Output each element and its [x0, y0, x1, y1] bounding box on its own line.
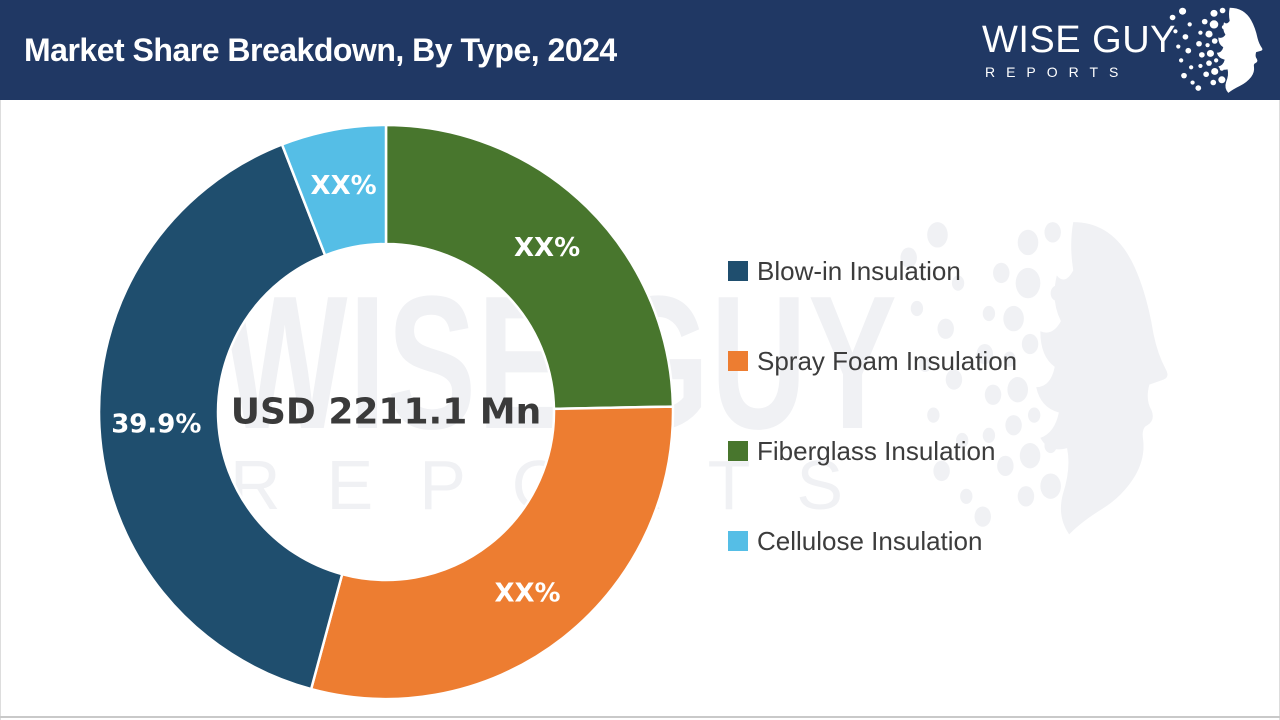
- donut-center-label: USD 2211.1 Mn: [231, 392, 541, 433]
- slice-value-label-blow-in-insulation: 39.9%: [111, 409, 201, 439]
- logo-wordmark: WISE GUY: [981, 18, 1176, 61]
- legend-item-fiberglass-insulation: Fiberglass Insulation: [728, 436, 1017, 466]
- legend-label: Fiberglass Insulation: [757, 436, 996, 466]
- legend-label: Cellulose Insulation: [757, 526, 983, 556]
- legend-label: Blow-in Insulation: [757, 256, 961, 286]
- donut-segment-cellulose-insulation: [280, 123, 388, 257]
- chart-legend: Blow-in Insulation Spray Foam Insulation F…: [728, 256, 1017, 616]
- logo-face-icon: [1169, 7, 1263, 93]
- header-bar: Market Share Breakdown, By Type, 2024 WI…: [0, 0, 1280, 100]
- legend-swatch-fiberglass-insulation: [728, 441, 748, 461]
- legend-swatch-cellulose-insulation: [728, 531, 748, 551]
- legend-item-blow-in-insulation: Blow-in Insulation: [728, 256, 1017, 286]
- page-border-bottom: [0, 716, 1280, 718]
- logo-text: WISE GUY REPORTS: [982, 21, 1176, 80]
- legend-item-spray-foam-insulation: Spray Foam Insulation: [728, 346, 1017, 376]
- donut-segment-blow-in-insulation: [97, 143, 344, 691]
- donut-segment-spray-foam-insulation: [309, 405, 675, 701]
- slice-value-label-fiberglass-insulation: XX%: [514, 233, 580, 263]
- legend-swatch-spray-foam-insulation: [728, 351, 748, 371]
- page-border-left: [0, 100, 1, 720]
- wise-guy-logo: WISE GUY REPORTS: [982, 5, 1264, 95]
- donut-segment-fiberglass-insulation: [384, 123, 675, 411]
- legend-swatch-blow-in-insulation: [728, 261, 748, 281]
- logo-subtitle: REPORTS: [984, 63, 1130, 80]
- slice-value-label-spray-foam-insulation: XX%: [494, 578, 560, 608]
- slice-value-label-cellulose-insulation: XX%: [311, 171, 377, 201]
- page-title: Market Share Breakdown, By Type, 2024: [24, 31, 617, 68]
- legend-label: Spray Foam Insulation: [757, 346, 1018, 376]
- legend-item-cellulose-insulation: Cellulose Insulation: [728, 526, 1017, 556]
